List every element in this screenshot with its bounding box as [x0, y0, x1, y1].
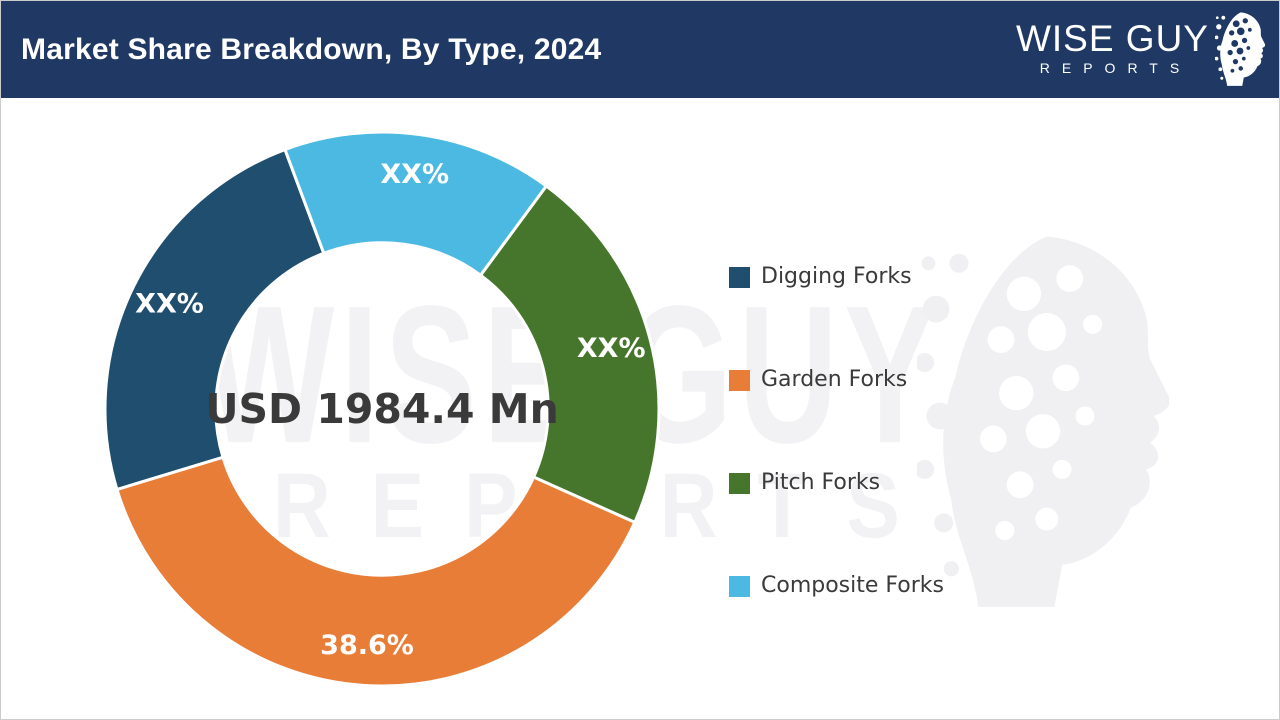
legend-swatch-digging-forks: [729, 266, 750, 288]
legend-swatch-composite-forks: [729, 575, 750, 597]
slice-label: 38.6%: [320, 630, 414, 661]
legend-item-garden-forks: Garden Forks: [729, 369, 944, 391]
logo-text: WISE GUY REPORTS: [1015, 18, 1209, 76]
legend-item-pitch-forks: Pitch Forks: [729, 472, 944, 494]
slice-garden-forks: [115, 455, 637, 688]
legend-label: Composite Forks: [761, 573, 944, 598]
chart-legend: Digging Forks Garden Forks Pitch Forks C…: [729, 266, 944, 597]
legend-label: Digging Forks: [761, 264, 912, 289]
page-title: Market Share Breakdown, By Type, 2024: [21, 32, 602, 66]
legend-item-composite-forks: Composite Forks: [729, 575, 944, 597]
header-bar: Market Share Breakdown, By Type, 2024 WI…: [1, 1, 1279, 98]
chart-center-value: USD 1984.4 Mn: [205, 385, 559, 433]
logo-wiseguy-text: WISE GUY: [1015, 18, 1209, 60]
logo-head-icon: [1215, 10, 1265, 86]
legend-item-digging-forks: Digging Forks: [729, 266, 944, 288]
slice-label: XX%: [135, 289, 204, 320]
slice-pitch-forks: [479, 184, 661, 524]
slice-label: XX%: [380, 159, 449, 190]
legend-label: Pitch Forks: [761, 470, 881, 495]
slice-composite-forks: [283, 130, 548, 277]
legend-swatch-pitch-forks: [729, 472, 750, 494]
legend-swatch-garden-forks: [729, 369, 750, 391]
legend-label: Garden Forks: [761, 367, 908, 392]
slice-digging-forks: [103, 148, 326, 492]
slice-label: XX%: [577, 333, 646, 364]
wise-guy-reports-logo: WISE GUY REPORTS: [1016, 10, 1265, 86]
logo-reports-text: REPORTS: [1039, 59, 1192, 76]
